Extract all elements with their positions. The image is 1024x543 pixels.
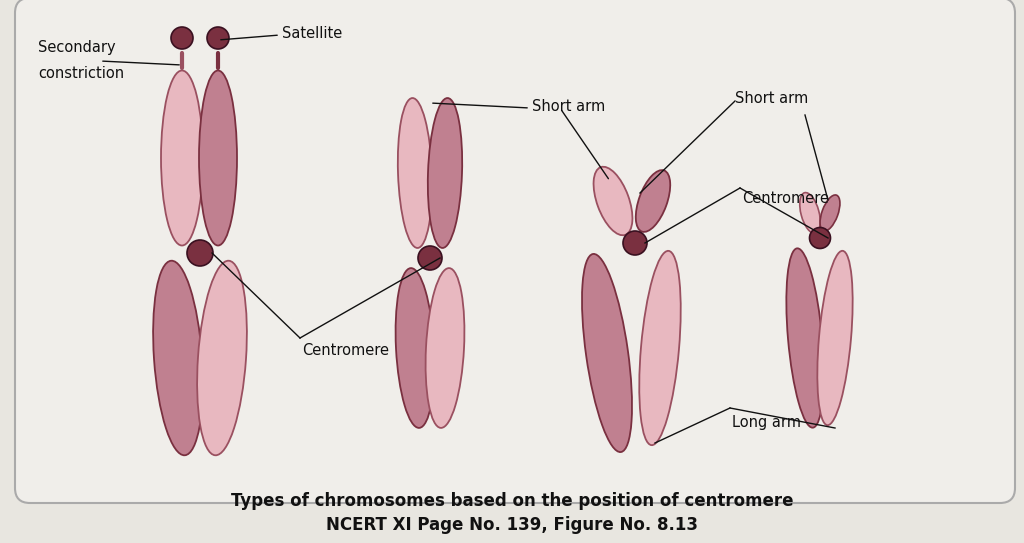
Text: NCERT XI Page No. 139, Figure No. 8.13: NCERT XI Page No. 139, Figure No. 8.13 <box>326 516 698 534</box>
Text: Centromere: Centromere <box>302 343 389 358</box>
Ellipse shape <box>395 268 434 428</box>
Circle shape <box>418 246 442 270</box>
Ellipse shape <box>161 71 203 245</box>
Text: Satellite: Satellite <box>282 26 342 41</box>
Circle shape <box>187 240 213 266</box>
Circle shape <box>623 231 647 255</box>
Ellipse shape <box>820 195 840 231</box>
Ellipse shape <box>817 251 853 425</box>
Ellipse shape <box>397 98 432 248</box>
Text: constriction: constriction <box>38 66 124 81</box>
Ellipse shape <box>786 248 823 428</box>
Ellipse shape <box>594 167 633 235</box>
Text: Short arm: Short arm <box>735 91 808 105</box>
Ellipse shape <box>582 254 632 452</box>
Ellipse shape <box>197 261 247 455</box>
Ellipse shape <box>428 98 462 248</box>
Text: Secondary: Secondary <box>38 40 116 55</box>
Ellipse shape <box>426 268 465 428</box>
Ellipse shape <box>639 251 681 445</box>
Text: Short arm: Short arm <box>532 98 605 113</box>
Ellipse shape <box>800 193 820 233</box>
Text: Centromere: Centromere <box>742 191 829 206</box>
Circle shape <box>810 228 830 249</box>
Ellipse shape <box>199 71 237 245</box>
Text: Types of chromosomes based on the position of centromere: Types of chromosomes based on the positi… <box>230 492 794 510</box>
Circle shape <box>171 27 193 49</box>
Ellipse shape <box>636 170 671 232</box>
FancyBboxPatch shape <box>15 0 1015 503</box>
Ellipse shape <box>154 261 203 455</box>
Text: Long arm: Long arm <box>732 415 801 430</box>
Circle shape <box>207 27 229 49</box>
